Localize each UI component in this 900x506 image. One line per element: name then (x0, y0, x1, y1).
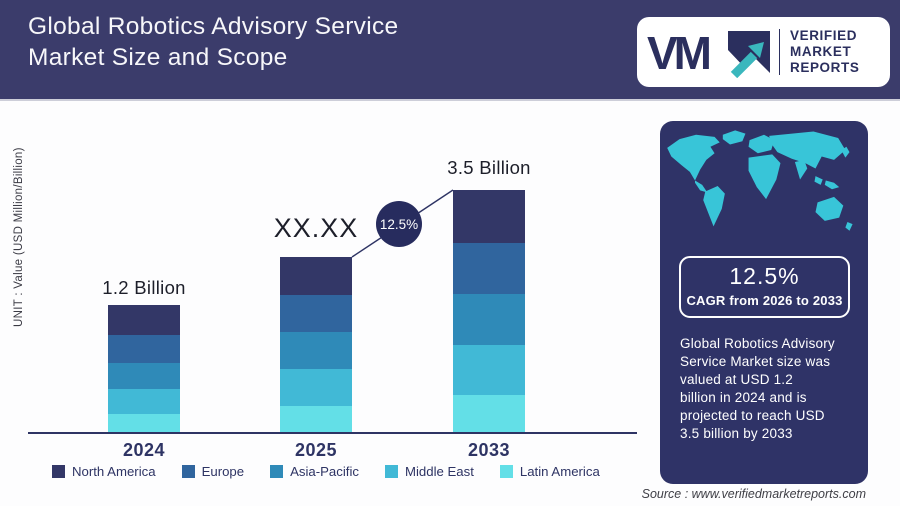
legend-label-middle-east: Middle East (404, 464, 474, 479)
legend-swatch-latin-america (499, 465, 513, 478)
source-attribution: Source : www.verifiedmarketreports.com (641, 487, 866, 501)
legend-label-asia-pacific: Asia-Pacific (290, 464, 359, 479)
logo-arrow-head (748, 42, 764, 58)
x-tick-2033: 2033 (467, 440, 511, 460)
segment-asia-pacific (453, 294, 525, 345)
segment-europe (280, 295, 352, 332)
bar-value-2024: 1.2 Billion (102, 277, 186, 298)
logo-word-reports: REPORTS (790, 60, 860, 75)
bar-2024 (108, 305, 180, 433)
chart-legend: North America Europe Asia-Pacific Middle… (52, 464, 600, 479)
legend-item-north-america: North America (52, 464, 156, 479)
legend-item-middle-east: Middle East (384, 464, 474, 479)
segment-north-america (108, 305, 180, 335)
logo-wordmark: VERIFIED MARKET REPORTS (790, 28, 859, 76)
segment-middle-east (453, 345, 525, 395)
legend-swatch-europe (181, 465, 195, 478)
bar-2033 (453, 190, 525, 433)
x-axis-line (28, 432, 637, 434)
page-title-line2: Market Size and Scope (28, 44, 288, 71)
summary-panel: 12.5% CAGR from 2026 to 2033 Global Robo… (660, 121, 868, 484)
bar-2025 (280, 257, 352, 433)
logo-divider (779, 29, 780, 75)
legend-swatch-asia-pacific (270, 465, 284, 478)
bar-value-2025: XX.XX (273, 213, 359, 243)
cagr-value: 12.5% (729, 263, 800, 289)
header-banner: Global Robotics Advisory Service Market … (0, 0, 900, 101)
logo-flag-shape (728, 31, 770, 73)
legend-item-latin-america: Latin America (499, 464, 600, 479)
cagr-caption: CAGR from 2026 to 2033 (686, 293, 843, 308)
legend-swatch-middle-east (384, 465, 398, 478)
bar-value-2033: 3.5 Billion (447, 157, 531, 178)
legend-item-europe: Europe (181, 464, 245, 479)
segment-asia-pacific (280, 332, 352, 369)
segment-middle-east (280, 369, 352, 406)
legend-item-asia-pacific: Asia-Pacific (270, 464, 359, 479)
segment-north-america (280, 257, 352, 295)
segment-latin-america (280, 406, 352, 433)
logo-word-market: MARKET (790, 44, 852, 59)
legend-label-north-america: North America (72, 464, 156, 479)
x-tick-2024: 2024 (122, 440, 166, 460)
segment-latin-america (453, 395, 525, 433)
segment-europe (453, 243, 525, 294)
x-tick-2025: 2025 (294, 440, 338, 460)
cagr-box: 12.5% CAGR from 2026 to 2033 (679, 256, 850, 318)
logo-arrow-shaft (730, 51, 758, 78)
legend-label-europe: Europe (201, 464, 245, 479)
market-summary-text: Global Robotics Advisory Service Market … (680, 336, 835, 441)
logo-word-verified: VERIFIED (790, 28, 858, 43)
segment-middle-east (108, 389, 180, 414)
vmr-logo: VM VERIFIED MARKET REPORTS (637, 17, 890, 87)
page-title: Global Robotics Advisory Service Market … (28, 11, 398, 73)
legend-swatch-north-america (52, 465, 65, 478)
legend-label-latin-america: Latin America (519, 464, 600, 479)
vmr-monogram-icon: VM (647, 27, 770, 78)
segment-europe (108, 335, 180, 363)
segment-asia-pacific (108, 363, 180, 389)
world-map-icon (667, 130, 853, 231)
segment-north-america (453, 190, 525, 243)
page-title-line1: Global Robotics Advisory Service (28, 13, 399, 40)
y-axis-label: UNIT : Value (USD Million/Billion) (13, 147, 25, 327)
vmr-monogram-text: VM (647, 27, 710, 78)
segment-latin-america (108, 414, 180, 433)
